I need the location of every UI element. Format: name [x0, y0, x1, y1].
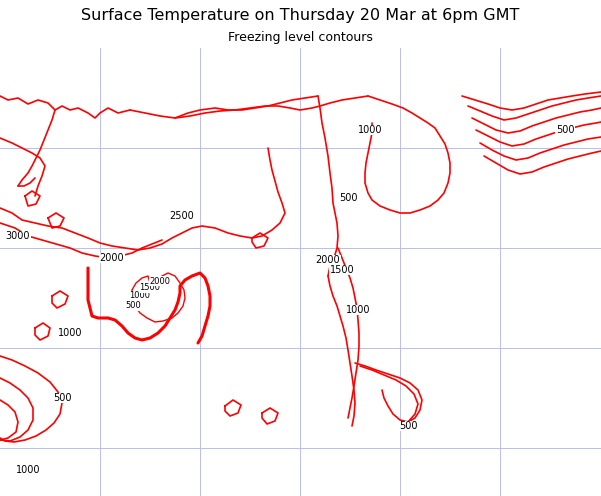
Text: 3000: 3000: [6, 231, 30, 241]
Text: 1000: 1000: [16, 465, 40, 475]
Text: 2000: 2000: [316, 255, 340, 265]
Text: 1000: 1000: [346, 305, 370, 315]
Text: Surface Temperature on Thursday 20 Mar at 6pm GMT: Surface Temperature on Thursday 20 Mar a…: [81, 8, 520, 23]
Text: 1000: 1000: [129, 292, 150, 301]
Text: 500: 500: [339, 193, 357, 203]
Text: 1000: 1000: [58, 328, 82, 338]
Text: 500: 500: [398, 421, 417, 431]
Text: 2500: 2500: [169, 211, 194, 221]
Text: 500: 500: [556, 125, 574, 135]
Text: 2000: 2000: [150, 276, 171, 286]
Text: 1500: 1500: [139, 284, 160, 293]
Text: 1000: 1000: [358, 125, 382, 135]
Text: 1500: 1500: [330, 265, 355, 275]
Text: 500: 500: [53, 393, 72, 403]
Text: 2000: 2000: [100, 253, 124, 263]
Text: Freezing level contours: Freezing level contours: [228, 31, 373, 44]
Text: 500: 500: [125, 302, 141, 310]
